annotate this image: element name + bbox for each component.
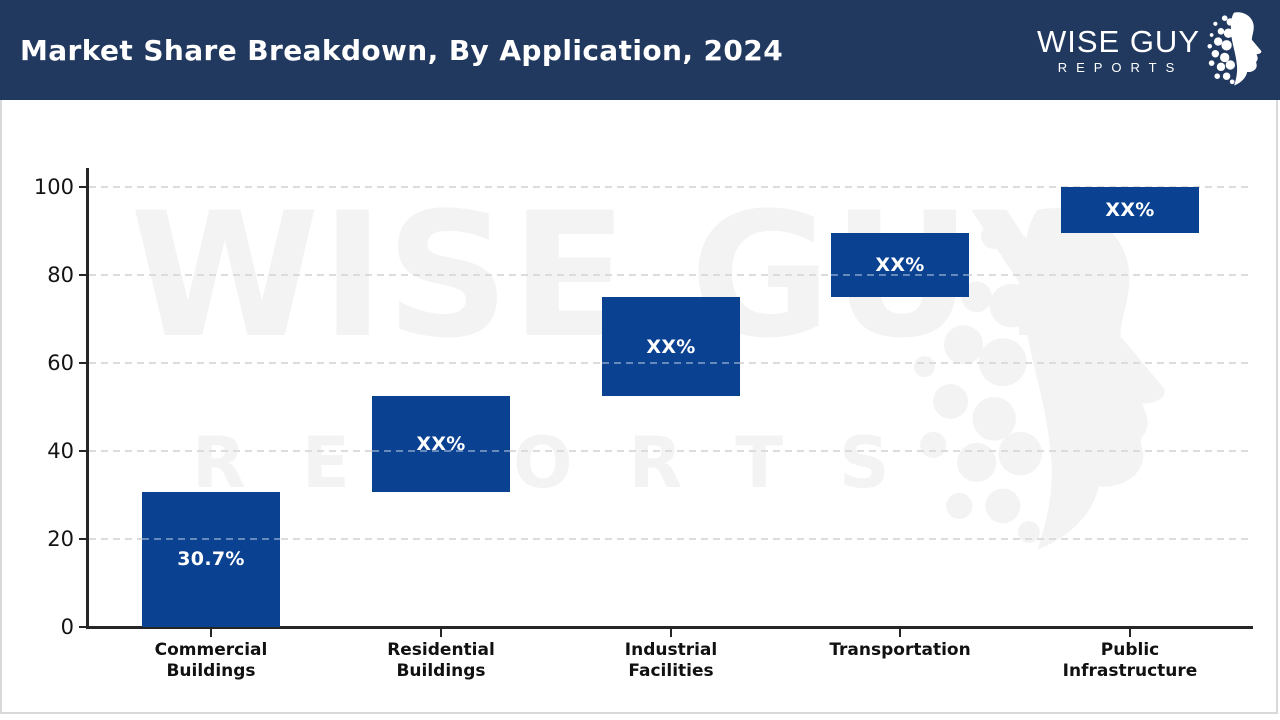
- grid-line-over-bar: [831, 274, 969, 276]
- x-axis-tick: [1129, 629, 1131, 637]
- bar-segment-commercial-buildings: 30.7%: [142, 491, 280, 627]
- y-axis-label: 100: [33, 175, 74, 199]
- grid-line: [89, 538, 1253, 540]
- grid-line: [89, 186, 1253, 188]
- y-axis-tick: [79, 186, 88, 188]
- x-axis-category-label: Transportation: [829, 640, 971, 660]
- bar-segment-public-infrastructure: XX%: [1061, 187, 1199, 234]
- bar-segment-transportation: XX%: [831, 233, 969, 297]
- page-title: Market Share Breakdown, By Application, …: [20, 33, 784, 67]
- x-axis-category-label: Commercial Buildings: [154, 640, 268, 681]
- logo-sub-text: REPORTS: [1057, 60, 1184, 75]
- x-axis-tick: [899, 629, 901, 637]
- logo-brand-text: WISE GUY: [1036, 24, 1200, 59]
- header-bar: Market Share Breakdown, By Application, …: [0, 0, 1280, 100]
- bar-segment-residential-buildings: XX%: [372, 396, 510, 492]
- y-axis-label: 60: [47, 351, 74, 375]
- x-axis-tick: [440, 629, 442, 637]
- x-axis-tick: [670, 629, 672, 637]
- y-axis-label: 80: [47, 263, 74, 287]
- y-axis-tick: [79, 362, 88, 364]
- y-axis-tick: [79, 538, 88, 540]
- bar-value-label: XX%: [875, 254, 925, 277]
- x-axis-category-label: Industrial Facilities: [624, 640, 718, 681]
- grid-line-over-bar: [142, 538, 280, 540]
- bar-value-label: XX%: [646, 335, 696, 358]
- grid-line: [89, 450, 1253, 452]
- grid-line-over-bar: [602, 362, 740, 364]
- wiseguy-logo: WISE GUY REPORTS: [1037, 9, 1264, 91]
- bar-value-label: XX%: [416, 432, 466, 455]
- bar-segment-industrial-facilities: XX%: [602, 297, 740, 396]
- y-axis-label: 40: [47, 439, 74, 463]
- logo-wordmark: WISE GUY REPORTS: [1036, 24, 1200, 76]
- bar-value-label: 30.7%: [177, 548, 245, 571]
- wiseguy-head-icon: [1207, 12, 1262, 86]
- y-axis-label: 0: [60, 615, 74, 639]
- x-axis-line: [86, 626, 1253, 629]
- y-axis-line: [86, 168, 89, 629]
- bar-value-label: XX%: [1105, 199, 1155, 222]
- y-axis-tick: [79, 450, 88, 452]
- x-axis-category-label: Residential Buildings: [387, 640, 495, 681]
- x-axis-category-label: Public Infrastructure: [1062, 640, 1198, 681]
- y-axis-tick: [79, 626, 88, 628]
- grid-line-over-bar: [372, 450, 510, 452]
- y-axis-tick: [79, 274, 88, 276]
- y-axis-label: 20: [47, 527, 74, 551]
- grid-line: [89, 274, 1253, 276]
- x-axis-tick: [210, 629, 212, 637]
